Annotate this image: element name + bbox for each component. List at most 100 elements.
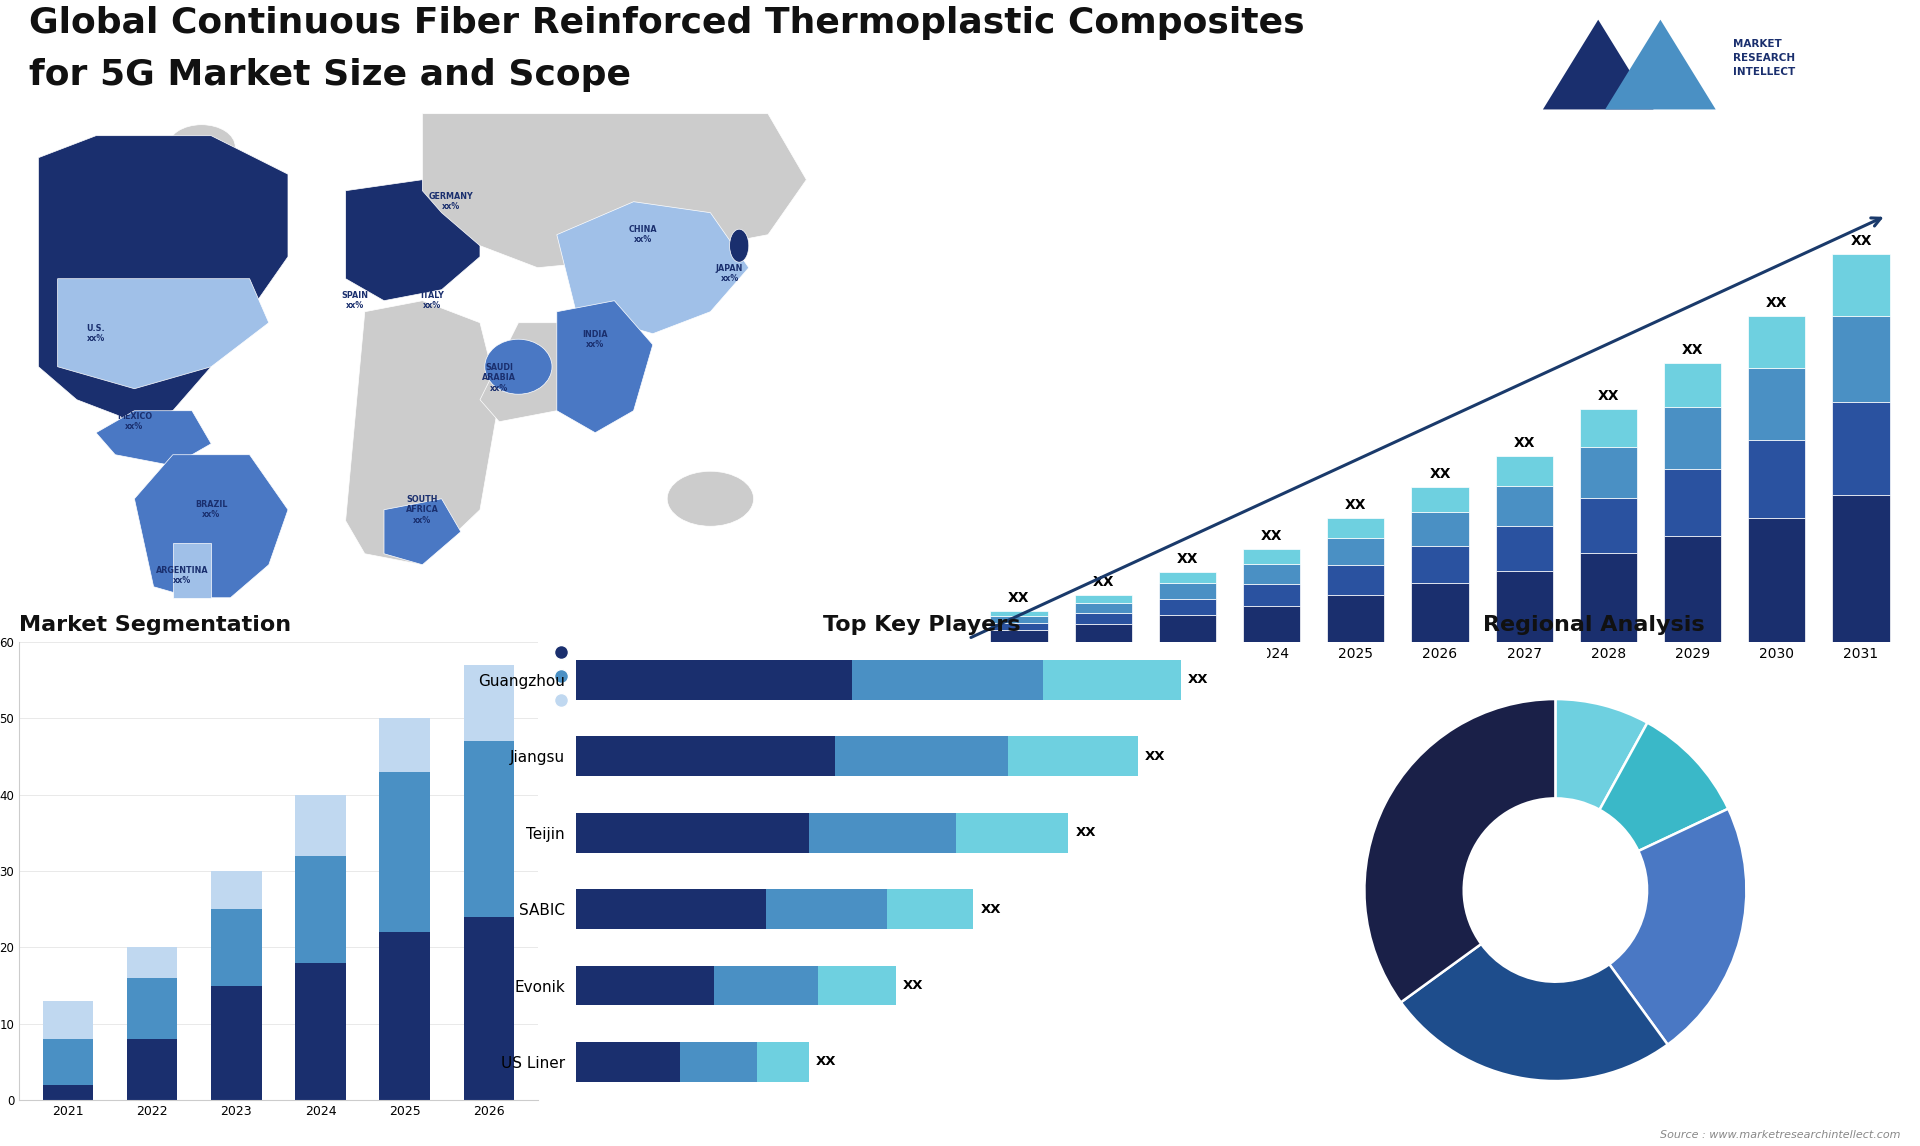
Bar xyxy=(1075,613,1131,625)
Text: XX: XX xyxy=(1008,590,1029,605)
Polygon shape xyxy=(557,202,749,333)
Bar xyxy=(211,986,261,1100)
Text: XX: XX xyxy=(1851,234,1872,249)
Bar xyxy=(1008,737,1137,776)
Bar xyxy=(1242,564,1300,584)
Polygon shape xyxy=(384,499,461,565)
Text: Market Segmentation: Market Segmentation xyxy=(19,614,292,635)
Bar xyxy=(1496,486,1553,526)
Bar xyxy=(42,1085,94,1100)
Text: Source : www.marketresearchintellect.com: Source : www.marketresearchintellect.com xyxy=(1661,1130,1901,1140)
Bar xyxy=(1665,536,1720,642)
Bar xyxy=(296,963,346,1100)
Bar xyxy=(1411,487,1469,511)
Polygon shape xyxy=(346,180,480,300)
Bar xyxy=(1832,495,1889,642)
Bar xyxy=(576,813,810,853)
Bar xyxy=(810,813,956,853)
Legend: Type, Application, Geography: Type, Application, Geography xyxy=(543,642,660,713)
Bar xyxy=(1665,469,1720,536)
Bar xyxy=(991,630,1048,642)
Ellipse shape xyxy=(169,125,234,168)
Bar xyxy=(1832,316,1889,401)
Bar xyxy=(1160,615,1215,642)
Title: Top Key Players: Top Key Players xyxy=(824,614,1020,635)
Text: XX: XX xyxy=(1188,674,1208,686)
Bar xyxy=(1075,603,1131,613)
Bar xyxy=(766,889,887,929)
Bar xyxy=(1496,571,1553,642)
Text: BRAZIL
xx%: BRAZIL xx% xyxy=(196,500,227,519)
Text: INDIA
xx%: INDIA xx% xyxy=(582,330,609,348)
Bar xyxy=(127,948,177,978)
Text: MEXICO
xx%: MEXICO xx% xyxy=(117,413,152,431)
Bar xyxy=(1832,401,1889,495)
Text: U.K.
xx%: U.K. xx% xyxy=(374,193,394,211)
Text: SPAIN
xx%: SPAIN xx% xyxy=(342,291,369,311)
Wedge shape xyxy=(1402,944,1668,1081)
Wedge shape xyxy=(1555,699,1647,810)
Text: FRANCE
xx%: FRANCE xx% xyxy=(367,242,401,261)
Bar xyxy=(1411,583,1469,642)
Text: SOUTH
AFRICA
xx%: SOUTH AFRICA xx% xyxy=(405,495,440,525)
Bar xyxy=(42,1000,94,1039)
Text: MARKET
RESEARCH
INTELLECT: MARKET RESEARCH INTELLECT xyxy=(1734,39,1795,77)
Bar xyxy=(1411,545,1469,583)
Bar xyxy=(576,1042,680,1082)
Bar xyxy=(463,917,515,1100)
Bar xyxy=(211,909,261,986)
Polygon shape xyxy=(346,300,499,565)
Bar xyxy=(296,794,346,856)
Bar xyxy=(463,741,515,917)
Polygon shape xyxy=(38,135,288,422)
Wedge shape xyxy=(1365,699,1555,1003)
Bar xyxy=(1160,572,1215,583)
Text: XX: XX xyxy=(1682,343,1703,356)
Bar xyxy=(1580,447,1638,497)
Bar xyxy=(463,665,515,741)
Text: XX: XX xyxy=(1261,528,1283,542)
Text: ITALY
xx%: ITALY xx% xyxy=(420,291,444,311)
Text: CHINA
xx%: CHINA xx% xyxy=(630,225,657,244)
Text: Global Continuous Fiber Reinforced Thermoplastic Composites: Global Continuous Fiber Reinforced Therm… xyxy=(29,6,1304,40)
Text: SAUDI
ARABIA
xx%: SAUDI ARABIA xx% xyxy=(482,363,516,393)
Text: XX: XX xyxy=(1177,552,1198,566)
Bar xyxy=(1749,368,1805,440)
Bar xyxy=(127,1039,177,1100)
Bar xyxy=(1580,554,1638,642)
Text: CANADA
xx%: CANADA xx% xyxy=(115,193,154,211)
Bar xyxy=(714,966,818,1005)
Bar xyxy=(991,611,1048,615)
Bar xyxy=(1075,625,1131,642)
Bar xyxy=(1242,606,1300,642)
Bar xyxy=(1327,518,1384,537)
Bar xyxy=(211,871,261,909)
Bar xyxy=(42,1039,94,1085)
Bar xyxy=(1580,497,1638,554)
Bar xyxy=(296,856,346,963)
Text: XX: XX xyxy=(902,979,924,992)
Ellipse shape xyxy=(668,471,753,526)
Text: XX: XX xyxy=(981,903,1000,916)
Bar xyxy=(1496,456,1553,486)
Text: XX: XX xyxy=(1144,749,1165,763)
Bar xyxy=(835,737,1008,776)
Bar xyxy=(852,660,1043,700)
Bar xyxy=(1327,565,1384,595)
Bar xyxy=(576,737,835,776)
Bar xyxy=(1327,537,1384,565)
Bar xyxy=(1580,409,1638,447)
Title: Regional Analysis: Regional Analysis xyxy=(1482,614,1705,635)
Text: GERMANY
xx%: GERMANY xx% xyxy=(428,193,474,211)
Text: XX: XX xyxy=(1346,497,1367,511)
Bar xyxy=(1496,526,1553,571)
Bar xyxy=(576,660,852,700)
Bar xyxy=(1242,584,1300,606)
Bar xyxy=(380,771,430,932)
Bar xyxy=(680,1042,756,1082)
Bar xyxy=(576,966,714,1005)
Bar xyxy=(1749,518,1805,642)
Bar xyxy=(956,813,1068,853)
Bar xyxy=(991,615,1048,622)
Bar xyxy=(380,932,430,1100)
